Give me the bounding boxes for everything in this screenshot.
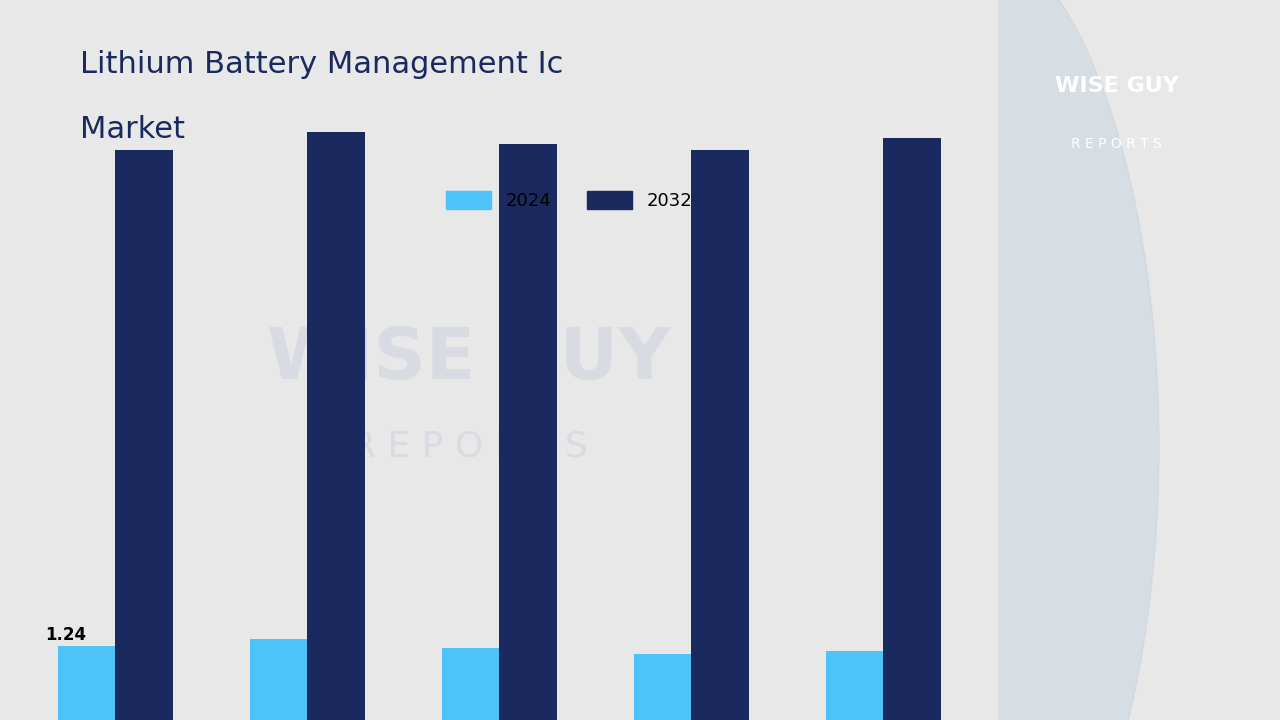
Bar: [499, 144, 557, 720]
Text: 1.24: 1.24: [45, 626, 86, 644]
Bar: [58, 646, 115, 720]
Circle shape: [754, 0, 1158, 720]
Text: R E P O R T S: R E P O R T S: [351, 429, 588, 464]
Bar: [115, 150, 173, 720]
Text: Lithium Battery Management Ic: Lithium Battery Management Ic: [79, 50, 563, 79]
Bar: [307, 132, 365, 720]
Text: WISE GUY: WISE GUY: [268, 325, 671, 395]
Legend: 2024, 2032: 2024, 2032: [436, 182, 701, 219]
Bar: [826, 651, 883, 720]
Bar: [250, 639, 307, 720]
Text: R E P O R T S: R E P O R T S: [1071, 137, 1162, 151]
Bar: [634, 654, 691, 720]
Bar: [442, 648, 499, 720]
Bar: [691, 150, 749, 720]
Text: WISE GUY: WISE GUY: [1055, 76, 1179, 96]
Bar: [883, 138, 941, 720]
Text: Market: Market: [79, 115, 184, 144]
